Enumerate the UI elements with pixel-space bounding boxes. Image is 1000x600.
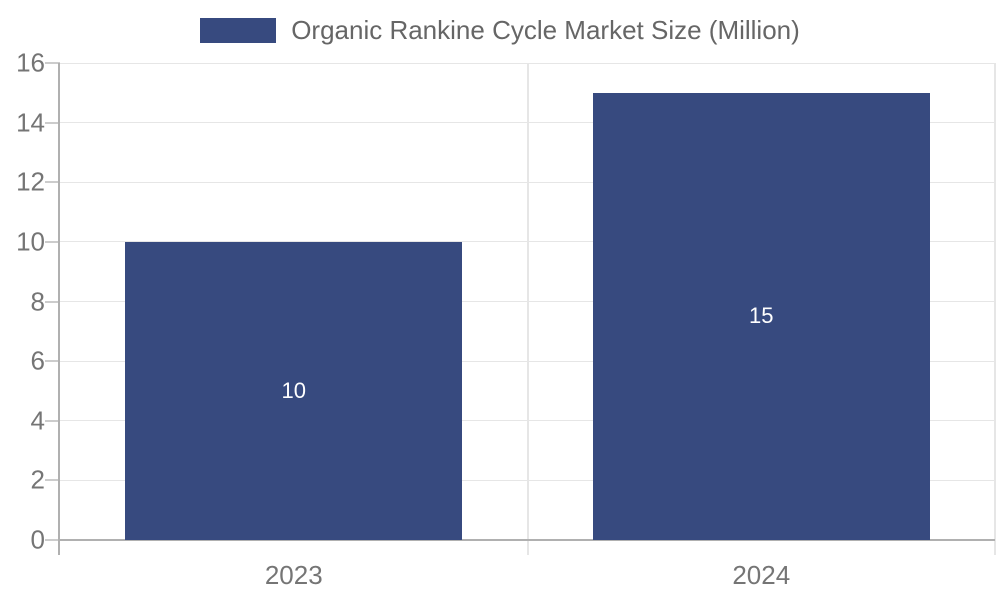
y-axis-line [58,63,60,555]
x-axis-label-2023: 2023 [264,560,323,590]
bar-value-label: 10 [281,377,306,403]
bar-value-label: 15 [748,303,774,329]
y-tick-mark [45,539,60,541]
legend: Organic Rankine Cycle Market Size (Milli… [0,14,1000,46]
y-tick-mark [45,62,60,64]
y-tick-mark [45,360,60,363]
x-axis-line [58,539,995,541]
category-separator-line [526,63,529,555]
y-axis-label: 4 [30,405,45,436]
legend-swatch[interactable] [200,17,277,43]
y-tick-mark [45,181,60,184]
category-separator-line [994,63,996,555]
y-tick-mark [45,240,60,243]
y-tick-mark [45,419,60,422]
y-tick-mark [45,300,60,303]
y-axis-label: 2 [30,464,45,495]
y-tick-mark [45,479,60,482]
y-axis-label: 16 [16,47,45,78]
y-axis-label: 6 [30,345,45,376]
y-axis-label: 8 [30,285,45,316]
legend-label[interactable]: Organic Rankine Cycle Market Size (Milli… [291,15,800,45]
y-tick-mark [45,121,60,124]
y-axis-label: 10 [16,226,45,257]
bar-2024[interactable]: 15 [592,92,930,540]
y-axis-label: 14 [16,107,45,138]
x-axis-label-2024: 2024 [732,560,791,590]
bar-2023[interactable]: 10 [125,241,463,540]
y-axis-label: 0 [30,524,45,555]
y-axis-label: 12 [16,166,45,197]
